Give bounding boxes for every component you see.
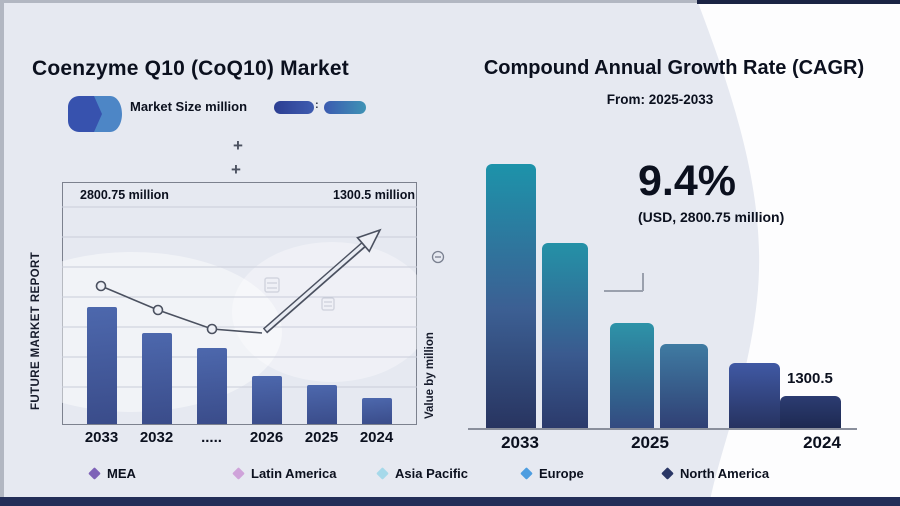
cagr-x-label: 2024: [803, 433, 841, 452]
chart-max-label: 2800.75 million: [80, 188, 169, 202]
bar-slot: [294, 182, 349, 424]
legend-label: North America: [680, 466, 770, 481]
ratio-pill-left-icon: [274, 101, 314, 114]
cagr-value: 9.4%: [638, 157, 737, 205]
market-size-bar: [361, 398, 392, 424]
faint-grid-icon: [264, 277, 335, 311]
market-size-x-label: 2032: [139, 429, 174, 446]
cagr-x-label: 2033: [501, 433, 539, 452]
diamond-bullet-icon: [376, 467, 389, 480]
market-size-x-label: 2025: [304, 429, 339, 446]
cagr-bar: [610, 323, 654, 429]
plus-icon: +: [233, 136, 243, 155]
plus-icon: +: [231, 160, 241, 179]
legend-label: MEA: [107, 466, 136, 481]
market-size-bar: [196, 348, 227, 424]
right-panel-title: Compound Annual Growth Rate (CAGR): [483, 57, 865, 79]
market-size-bar: [251, 376, 282, 424]
frame-bottom-bar: [0, 497, 900, 506]
market-size-x-label: 2026: [249, 429, 284, 446]
frame-left-border: [0, 0, 4, 506]
cagr-note: (USD, 2800.75 million): [638, 209, 785, 225]
bar-slot: [129, 182, 184, 424]
trend-arrow-icon: [95, 228, 382, 335]
frame-top-border: [0, 0, 705, 3]
diamond-bullet-icon: [661, 467, 674, 480]
chart-min-label: 1300.5 million: [333, 188, 415, 202]
step-line-decoration: [642, 273, 644, 291]
bar-annotation: 1300.5: [787, 370, 833, 387]
market-size-x-label: .....: [201, 429, 222, 446]
legend-item-north-america: North America: [661, 466, 770, 481]
step-line-decoration: [604, 290, 643, 292]
cagr-bar: [486, 164, 536, 429]
cagr-bar: [729, 363, 780, 429]
legend-item-mea: MEA: [88, 466, 136, 481]
market-size-x-axis: 2033 2032..... 2026 2025 2024: [74, 429, 404, 446]
market-size-bar: [306, 385, 337, 424]
cagr-bar-group: [729, 164, 841, 429]
cagr-x-label: 2025: [631, 433, 669, 452]
cagr-bar: [780, 396, 841, 429]
bar-slot: [349, 182, 404, 424]
diamond-bullet-icon: [520, 467, 533, 480]
legend-label: Latin America: [251, 466, 337, 481]
left-panel-title: Coenzyme Q10 (CoQ10) Market: [32, 57, 349, 80]
ratio-colon: :: [315, 99, 319, 111]
market-size-chart-frame: [62, 182, 417, 425]
market-size-x-label: 2024: [359, 429, 394, 446]
value-axis-label: Value by million: [424, 332, 436, 419]
market-size-bar: [141, 333, 172, 424]
legend-item-latin-america: Latin America: [232, 466, 337, 481]
cagr-bar-group: [486, 164, 588, 429]
bar-slot: [239, 182, 294, 424]
diamond-bullet-icon: [88, 467, 101, 480]
right-panel-subtitle: From: 2025-2033: [606, 92, 714, 107]
cagr-bar: [660, 344, 708, 429]
bar-slot: [74, 182, 129, 424]
cagr-bar-group: [610, 164, 708, 429]
cagr-bar: [542, 243, 588, 429]
frame-top-right-border: [697, 0, 900, 4]
series-label: Market Size million: [130, 99, 248, 114]
legend-label: Europe: [539, 466, 584, 481]
bar-slot: [184, 182, 239, 424]
diamond-bullet-icon: [232, 467, 245, 480]
future-market-report-watermark: FUTURE MARKET REPORT: [30, 251, 42, 410]
ratio-pill-right-icon: [324, 101, 366, 114]
cagr-x-axis-line: [468, 428, 857, 430]
market-size-bars: [74, 182, 404, 424]
market-size-x-label: 2033: [84, 429, 119, 446]
legend-label: Asia Pacific: [395, 466, 468, 481]
database-cylinder-icon: [68, 96, 122, 132]
market-size-bar: [86, 307, 117, 424]
legend-item-asia-pacific: Asia Pacific: [376, 466, 468, 481]
legend-item-europe: Europe: [520, 466, 584, 481]
circle-minus-icon: [431, 250, 445, 264]
